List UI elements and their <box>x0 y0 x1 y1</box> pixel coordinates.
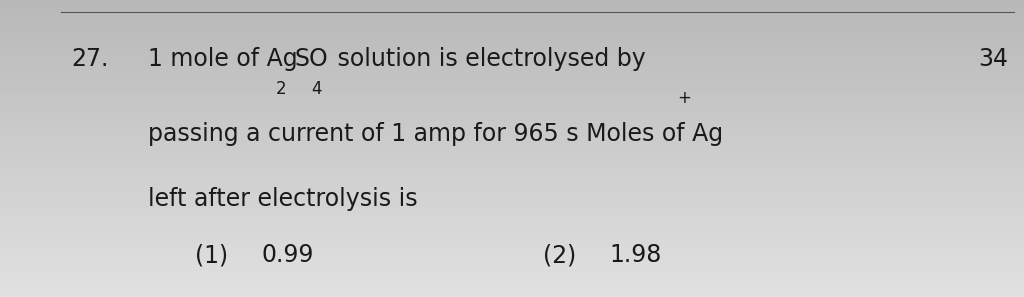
Text: passing a current of 1 amp for 965 s Moles of Ag: passing a current of 1 amp for 965 s Mol… <box>148 122 724 146</box>
Text: 4: 4 <box>311 80 322 98</box>
Text: 1 mole of Ag: 1 mole of Ag <box>148 48 298 71</box>
Text: left after electrolysis is: left after electrolysis is <box>148 187 418 211</box>
Text: 34: 34 <box>978 48 1008 71</box>
Text: +: + <box>677 89 691 107</box>
Text: SO: SO <box>295 48 329 71</box>
Text: (1): (1) <box>195 244 227 267</box>
Text: 0.99: 0.99 <box>261 244 313 267</box>
Text: 1.98: 1.98 <box>609 244 662 267</box>
Text: solution is electrolysed by: solution is electrolysed by <box>330 48 646 71</box>
Text: 27.: 27. <box>72 48 109 71</box>
Text: (2): (2) <box>543 244 575 267</box>
Text: 2: 2 <box>276 80 287 98</box>
